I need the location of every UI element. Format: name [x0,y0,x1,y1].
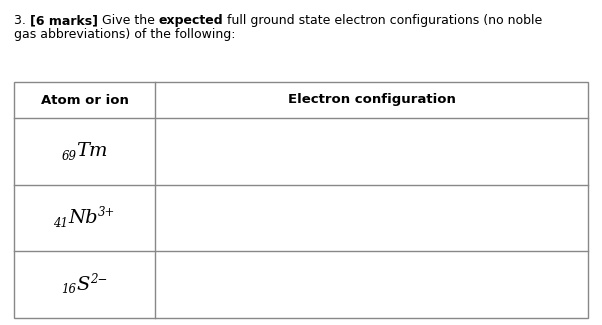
Text: 3.: 3. [14,14,30,27]
Text: Electron configuration: Electron configuration [288,94,456,107]
Text: expected: expected [159,14,223,27]
Text: Nb: Nb [69,209,98,227]
Bar [14,82,588,318]
Text: 41: 41 [54,217,69,230]
Text: 16: 16 [61,283,76,296]
Text: 2−: 2− [90,273,107,286]
Text: S: S [76,276,90,294]
Text: [6 marks]: [6 marks] [30,14,98,27]
Text: Tm: Tm [76,142,108,160]
Text: full ground state electron configurations (no noble: full ground state electron configuration… [223,14,542,27]
Text: 3+: 3+ [98,206,116,219]
Text: 69: 69 [61,150,76,163]
Text: Atom or ion: Atom or ion [40,94,128,107]
Text: Give the: Give the [98,14,159,27]
Text: gas abbreviations) of the following:: gas abbreviations) of the following: [14,28,235,41]
